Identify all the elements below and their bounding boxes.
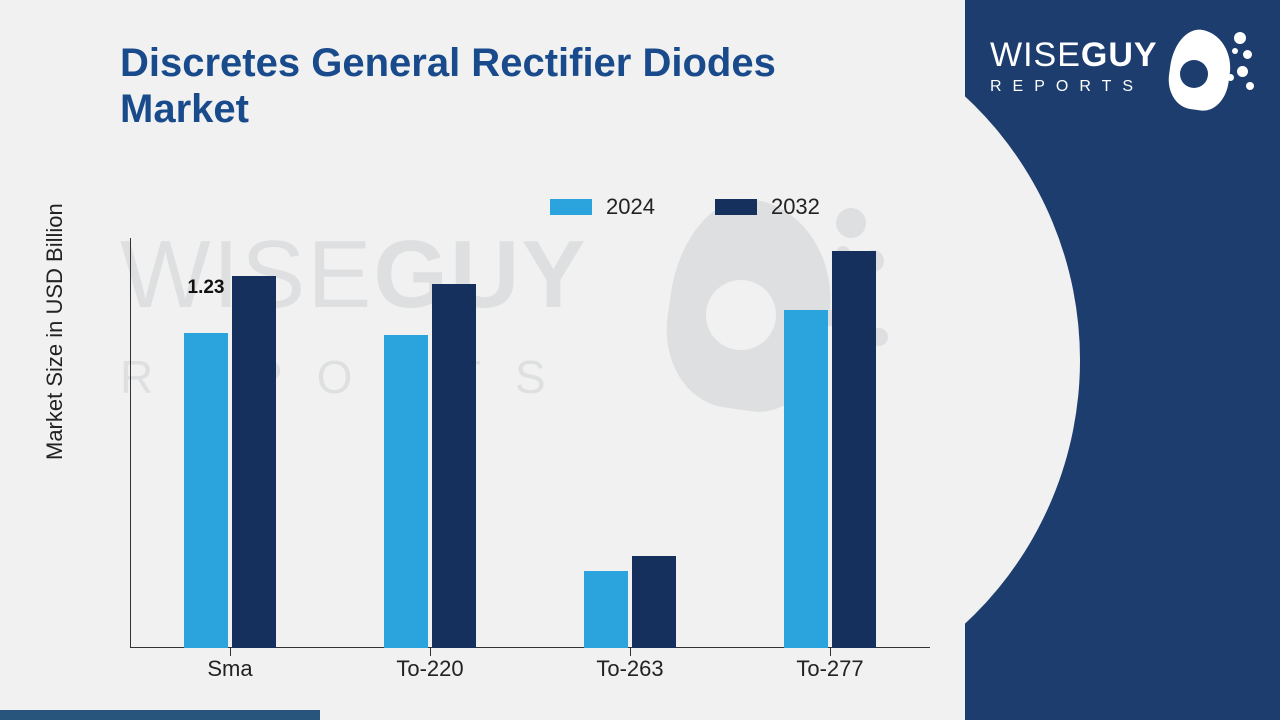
legend-item-2024: 2024 <box>550 194 655 220</box>
chart-plot-area: Sma1.23To-220To-263To-277 <box>130 238 930 648</box>
category-label: To-277 <box>796 656 863 682</box>
logo-head-icon <box>1170 30 1250 110</box>
legend-label-2024: 2024 <box>606 194 655 220</box>
category-label: Sma <box>207 656 252 682</box>
legend-swatch-2024 <box>550 199 592 215</box>
bar <box>232 276 276 648</box>
x-axis-tick <box>630 648 631 656</box>
category-label: To-220 <box>396 656 463 682</box>
bar <box>584 571 628 648</box>
brand-logo: WISEGUY REPORTS <box>990 30 1250 120</box>
logo-text-wise: WISE <box>990 36 1081 74</box>
legend-swatch-2032 <box>715 199 757 215</box>
bottom-accent-bar <box>0 710 320 720</box>
y-axis-label: Market Size in USD Billion <box>42 203 68 460</box>
legend-label-2032: 2032 <box>771 194 820 220</box>
bar <box>784 310 828 648</box>
x-axis-tick <box>430 648 431 656</box>
legend-item-2032: 2032 <box>715 194 820 220</box>
bar <box>432 284 476 648</box>
y-axis-line <box>130 238 131 648</box>
page-canvas: WISEGUY REPORTS Discretes General Rectif… <box>0 0 1280 720</box>
bar <box>832 251 876 648</box>
logo-text-reports: REPORTS <box>990 78 1144 96</box>
chart-title: Discretes General Rectifier Diodes Marke… <box>120 40 860 132</box>
bar <box>384 335 428 648</box>
category-label: To-263 <box>596 656 663 682</box>
bar-value-label: 1.23 <box>188 277 225 305</box>
x-axis-tick <box>230 648 231 656</box>
bar <box>632 556 676 648</box>
x-axis-tick <box>830 648 831 656</box>
bar <box>184 333 228 648</box>
chart-legend: 2024 2032 <box>550 194 820 220</box>
logo-text-guy: GUY <box>1081 36 1158 74</box>
